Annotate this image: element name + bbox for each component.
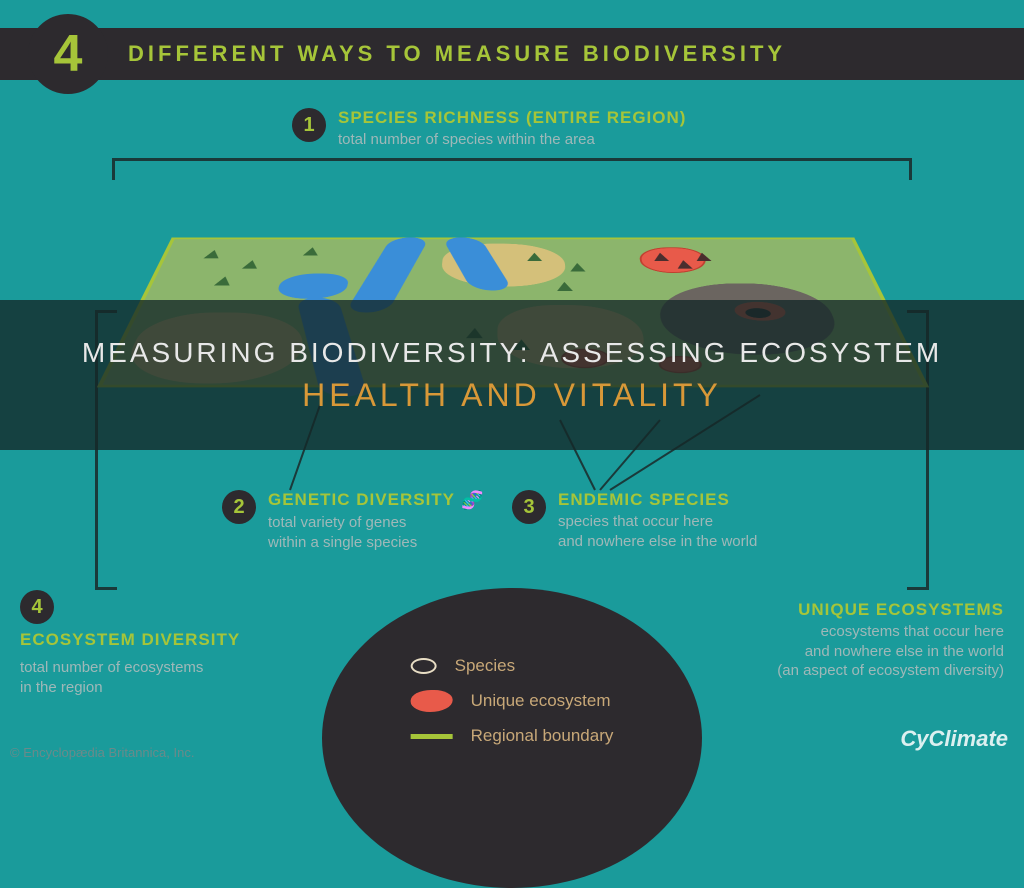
item-title-1: SPECIES RICHNESS (ENTIRE REGION) — [338, 108, 686, 128]
item-title-3: ENDEMIC SPECIES — [558, 490, 757, 510]
overlay-line1: MEASURING BIODIVERSITY: ASSESSING ECOSYS… — [82, 337, 942, 369]
tree-dark-icon — [675, 260, 692, 269]
item-number-1: 1 — [292, 108, 326, 142]
unique-sub: ecosystems that occur here and nowhere e… — [777, 622, 1004, 681]
legend-species-icon — [411, 658, 437, 674]
tree-dark-icon — [653, 253, 670, 261]
item-number-3: 3 — [512, 490, 546, 524]
item-sub-4: total number of ecosystems in the region — [20, 658, 240, 697]
item-title-4: ECOSYSTEM DIVERSITY — [20, 630, 240, 650]
item-unique-ecosystems: UNIQUE ECOSYSTEMS ecosystems that occur … — [777, 600, 1004, 681]
overlay-line2: HEALTH AND VITALITY — [302, 377, 722, 414]
header-number: 4 — [54, 24, 83, 84]
legend-boundary-label: Regional boundary — [471, 726, 614, 746]
legend-unique-label: Unique ecosystem — [471, 691, 611, 711]
tree-icon — [242, 260, 260, 269]
header-title: DIFFERENT WAYS TO MEASURE BIODIVERSITY — [128, 41, 786, 67]
item-number-4: 4 — [20, 590, 54, 624]
dna-icon: 🧬 — [461, 490, 484, 511]
legend-row-species: Species — [411, 656, 614, 676]
legend-species-label: Species — [455, 656, 515, 676]
header-number-circle: 4 — [28, 14, 108, 94]
tree-icon — [557, 282, 573, 291]
legend-row-boundary: Regional boundary — [411, 726, 614, 746]
item-sub-2: total variety of genes within a single s… — [268, 513, 484, 552]
item-sub-3: species that occur here and nowhere else… — [558, 512, 757, 551]
item-number-2: 2 — [222, 490, 256, 524]
legend-unique-icon — [411, 690, 453, 712]
tree-dark-icon — [694, 253, 711, 261]
unique-title: UNIQUE ECOSYSTEMS — [798, 600, 1004, 619]
header-bar: DIFFERENT WAYS TO MEASURE BIODIVERSITY — [0, 28, 1024, 80]
item-endemic-species: 3 ENDEMIC SPECIES species that occur her… — [512, 490, 757, 551]
item-title-2: GENETIC DIVERSITY🧬 — [268, 490, 484, 511]
legend-row-unique: Unique ecosystem — [411, 690, 614, 712]
overlay-title-band: MEASURING BIODIVERSITY: ASSESSING ECOSYS… — [0, 300, 1024, 450]
copyright-text: © Encyclopædia Britannica, Inc. — [10, 745, 194, 760]
watermark: CyClimate — [900, 726, 1008, 752]
tree-icon — [303, 247, 320, 255]
legend: Species Unique ecosystem Regional bounda… — [411, 656, 614, 746]
tree-icon — [527, 253, 542, 261]
item-genetic-diversity: 2 GENETIC DIVERSITY🧬 total variety of ge… — [222, 490, 484, 552]
tree-icon — [570, 263, 586, 272]
item-sub-1: total number of species within the area — [338, 130, 686, 150]
item-ecosystem-diversity: 4 ECOSYSTEM DIVERSITY total number of ec… — [20, 590, 240, 697]
item-species-richness: 1 SPECIES RICHNESS (ENTIRE REGION) total… — [292, 108, 686, 150]
legend-boundary-icon — [411, 734, 453, 739]
